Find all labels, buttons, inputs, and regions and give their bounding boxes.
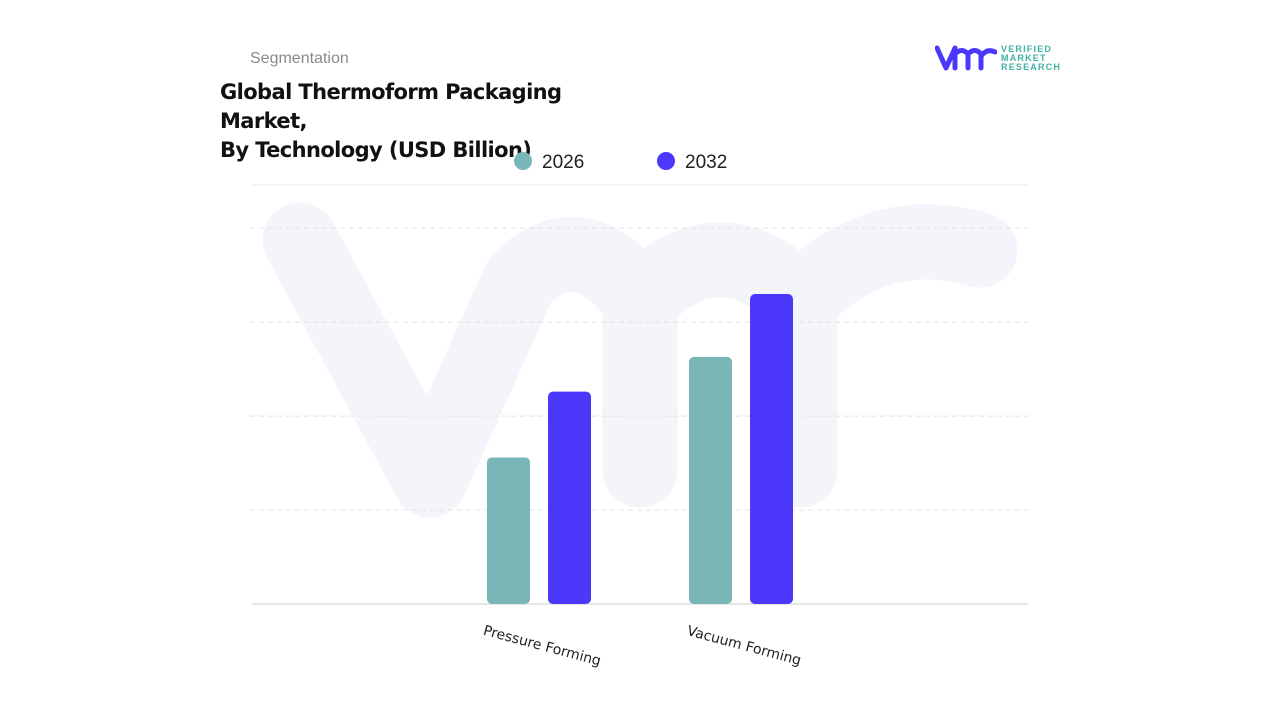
chart-title: Global Thermoform Packaging Market, By T… bbox=[220, 78, 640, 165]
watermark bbox=[262, 202, 1018, 518]
vmr-logo: VERIFIED MARKET RESEARCH bbox=[935, 44, 1061, 72]
x-tick-label: Pressure Forming bbox=[481, 623, 602, 670]
title-line-2: By Technology (USD Billion) bbox=[220, 138, 532, 162]
section-label: Segmentation bbox=[250, 50, 349, 67]
legend-swatch-2032 bbox=[657, 152, 675, 170]
bar-vacuum-forming-2026 bbox=[689, 356, 732, 604]
bar-pressure-forming-2026 bbox=[487, 457, 530, 604]
logo-word-3: RESEARCH bbox=[1001, 61, 1062, 72]
legend-label-2032: 2032 bbox=[685, 152, 727, 173]
logo-word-1: VERIFIED bbox=[1001, 43, 1053, 54]
legend-label-2026: 2026 bbox=[542, 152, 584, 173]
x-tick-label: Vacuum Forming bbox=[685, 623, 803, 669]
legend-swatch-2026 bbox=[514, 152, 532, 170]
logo-word-2: MARKET bbox=[1001, 52, 1047, 63]
bar-vacuum-forming-2032 bbox=[750, 293, 793, 604]
vmr-logo-mark-icon bbox=[935, 45, 997, 71]
title-line-1: Global Thermoform Packaging Market, bbox=[220, 80, 562, 133]
bar-pressure-forming-2032 bbox=[548, 391, 591, 604]
